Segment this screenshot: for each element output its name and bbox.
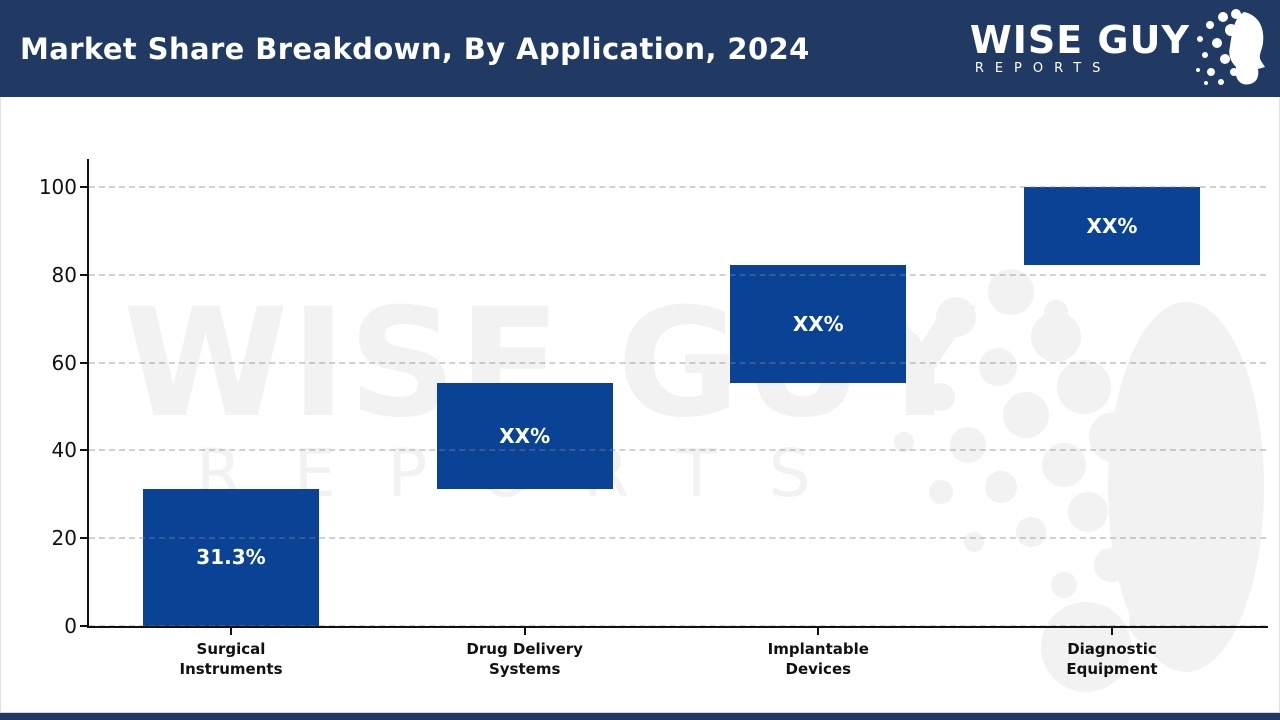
y-tick-mark: [80, 186, 88, 188]
footer-bar: [0, 712, 1280, 720]
x-tick-label: Surgical Instruments: [179, 640, 283, 679]
bar-value-label: XX%: [499, 423, 551, 448]
y-tick-label: 40: [51, 438, 77, 463]
x-axis-line: [87, 626, 1268, 628]
y-tick-mark: [80, 537, 88, 540]
y-gridline: [89, 186, 1266, 188]
bar-value-label: 31.3%: [196, 545, 266, 570]
y-tick-mark: [80, 449, 88, 452]
y-gridline: [89, 273, 1266, 276]
bar-value-label: XX%: [1086, 214, 1138, 239]
chart-panel: WISE GUY REPORTS 02040608010031.3%XX%XX%…: [0, 97, 1280, 713]
y-tick-mark: [80, 361, 88, 364]
bar-segment: [730, 265, 907, 384]
y-tick-label: 60: [51, 350, 77, 375]
brand-name: WISE GUY: [969, 17, 1190, 62]
page-title: Market Share Breakdown, By Application, …: [20, 31, 810, 66]
watermark-dotted-head: [890, 269, 1264, 692]
y-tick-label: 20: [51, 526, 77, 551]
header-bar: Market Share Breakdown, By Application, …: [0, 0, 1280, 97]
y-axis-line: [87, 159, 89, 628]
y-tick-label: 80: [51, 262, 77, 287]
y-tick-label: 100: [38, 175, 77, 199]
y-gridline: [89, 449, 1266, 452]
bar-segment: [143, 488, 319, 626]
brand-subname: REPORTS: [974, 61, 1112, 77]
y-tick-mark: [80, 625, 88, 627]
dotted-head-icon: [1196, 8, 1265, 85]
x-tick-mark: [523, 628, 526, 635]
x-tick-mark: [230, 628, 232, 635]
x-tick-mark: [817, 628, 820, 635]
bar-segment: [1024, 187, 1200, 266]
x-tick-label: Diagnostic Equipment: [1066, 640, 1158, 679]
y-tick-label: 0: [64, 614, 77, 638]
y-gridline: [89, 361, 1266, 364]
bar-value-label: XX%: [792, 312, 844, 337]
x-tick-mark: [1111, 628, 1113, 635]
brand-logo: WISE GUY REPORTS: [969, 8, 1280, 89]
brand-logo-text: WISE GUY REPORTS: [969, 17, 1190, 77]
x-tick-label: Drug Delivery Systems: [466, 640, 583, 679]
y-gridline: [89, 537, 1266, 540]
y-tick-mark: [80, 273, 88, 276]
x-tick-label: Implantable Devices: [767, 640, 869, 679]
bar-segment: [436, 383, 613, 489]
